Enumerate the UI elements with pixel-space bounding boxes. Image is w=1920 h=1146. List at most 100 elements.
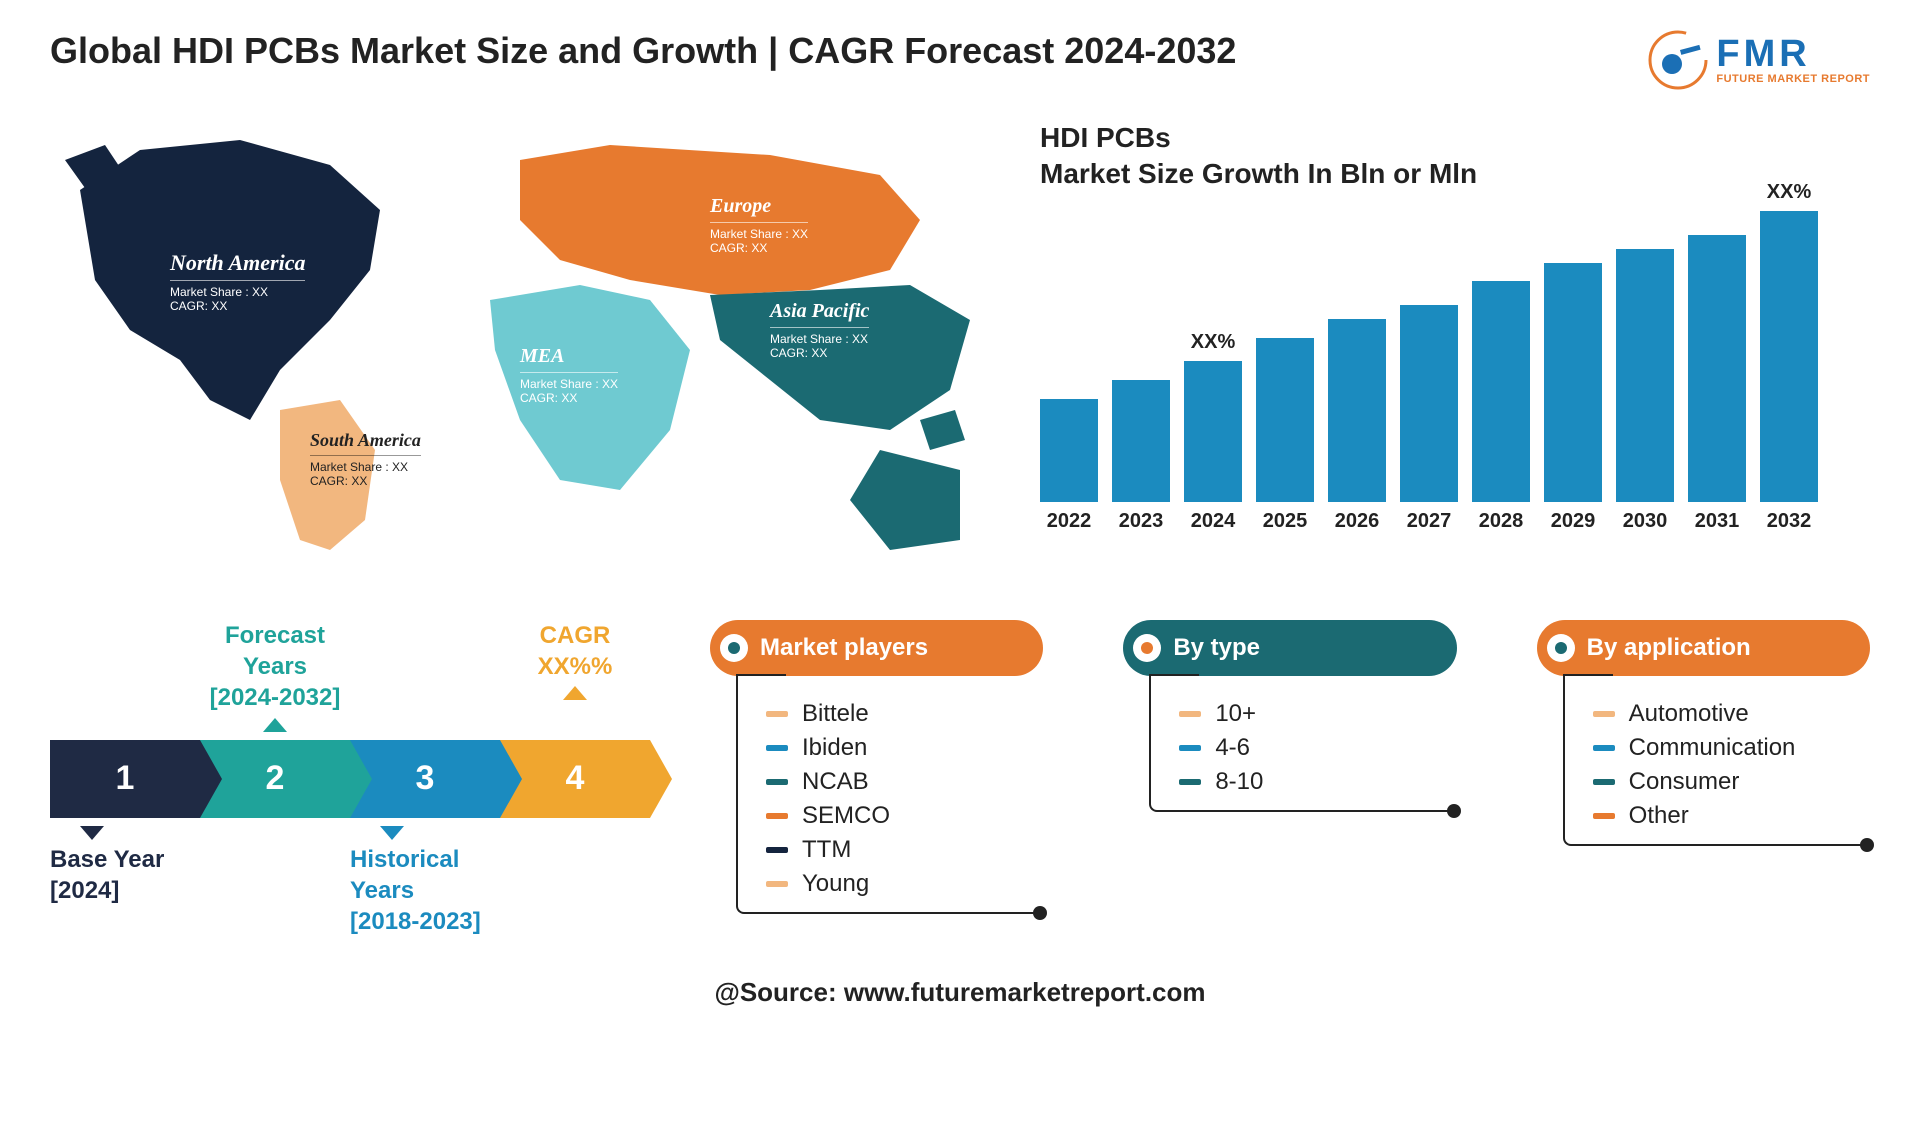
category-list: 10+ 4-6 8-10 xyxy=(1149,676,1456,812)
bar-column: 2023 xyxy=(1112,380,1170,533)
bullet-icon xyxy=(766,847,788,853)
logo-tagline: FUTURE MARKET REPORT xyxy=(1716,73,1870,85)
category-item: Young xyxy=(766,870,1043,898)
page-title: Global HDI PCBs Market Size and Growth |… xyxy=(50,30,1236,72)
bar xyxy=(1544,263,1602,502)
bar xyxy=(1112,380,1170,502)
category-list: Automotive Communication Consumer Other xyxy=(1563,676,1870,846)
region-label-eu: Europe xyxy=(710,195,808,218)
category-item-label: Ibiden xyxy=(802,734,867,762)
source-text: @Source: www.futuremarketreport.com xyxy=(50,977,1870,1008)
bar-year-label: 2030 xyxy=(1623,510,1668,533)
region-share-sa: Market Share : XX xyxy=(310,455,421,474)
bullet-icon xyxy=(766,745,788,751)
bar xyxy=(1688,235,1746,502)
category-item: SEMCO xyxy=(766,802,1043,830)
bullet-icon xyxy=(1593,779,1615,785)
region-share-ap: Market Share : XX xyxy=(770,327,869,346)
bar xyxy=(1040,399,1098,502)
category-item-label: TTM xyxy=(802,836,851,864)
bar-column: XX%2024 xyxy=(1184,361,1242,533)
category-item-label: Communication xyxy=(1629,734,1796,762)
category-item-label: 10+ xyxy=(1215,700,1256,728)
region-cagr-na: CAGR: XX xyxy=(170,299,305,313)
timeline-segment: 3 xyxy=(350,740,500,818)
timeline-segment: 2 xyxy=(200,740,350,818)
bar-top-label: XX% xyxy=(1767,181,1811,204)
bullet-icon xyxy=(1179,779,1201,785)
category-item-label: Automotive xyxy=(1629,700,1749,728)
bar-column: 2027 xyxy=(1400,305,1458,533)
category-item-label: Bittele xyxy=(802,700,869,728)
bar-year-label: 2026 xyxy=(1335,510,1380,533)
chart-title: HDI PCBsMarket Size Growth In Bln or Mln xyxy=(1040,120,1870,193)
bar xyxy=(1400,305,1458,502)
bar-column: 2028 xyxy=(1472,281,1530,532)
region-label-na: North America xyxy=(170,250,305,276)
bar-column: XX%2032 xyxy=(1760,211,1818,533)
category-section: By application Automotive Communication Con… xyxy=(1537,620,1870,914)
category-item-label: Other xyxy=(1629,802,1689,830)
category-list: Bittele Ibiden NCAB SEMCO TTM Young xyxy=(736,676,1043,914)
bar-year-label: 2027 xyxy=(1407,510,1452,533)
bar-column: 2031 xyxy=(1688,235,1746,533)
bar-year-label: 2028 xyxy=(1479,510,1524,533)
bullet-icon xyxy=(766,813,788,819)
bullet-icon xyxy=(1179,711,1201,717)
region-cagr-eu: CAGR: XX xyxy=(710,241,808,255)
category-item: Automotive xyxy=(1593,700,1870,728)
timeline-top-label: CAGRXX%% xyxy=(500,620,650,682)
logo-icon xyxy=(1648,30,1708,90)
category-item: Bittele xyxy=(766,700,1043,728)
category-item-label: SEMCO xyxy=(802,802,890,830)
timeline-bottom-label: Base Year[2024] xyxy=(50,844,200,906)
bullet-icon xyxy=(1179,745,1201,751)
bullet-icon xyxy=(1593,711,1615,717)
logo: FMR FUTURE MARKET REPORT xyxy=(1648,30,1870,90)
category-item: 10+ xyxy=(1179,700,1456,728)
bullet-icon xyxy=(766,881,788,887)
category-item: Communication xyxy=(1593,734,1870,762)
arrow-up-icon xyxy=(563,686,587,700)
bar-year-label: 2023 xyxy=(1119,510,1164,533)
category-item: TTM xyxy=(766,836,1043,864)
region-cagr-ap: CAGR: XX xyxy=(770,346,869,360)
bar-top-label: XX% xyxy=(1191,331,1235,354)
bullet-icon xyxy=(1593,745,1615,751)
category-item: 4-6 xyxy=(1179,734,1456,762)
timeline-segment: 1 xyxy=(50,740,200,818)
category-item: 8-10 xyxy=(1179,768,1456,796)
region-label-sa: South America xyxy=(310,430,421,451)
bar xyxy=(1256,338,1314,502)
bar xyxy=(1616,249,1674,502)
timeline-segment: 4 xyxy=(500,740,650,818)
bullet-icon xyxy=(1593,813,1615,819)
arrow-down-icon xyxy=(380,826,404,840)
category-section: Market playersBitteleIbidenNCABSEMCOTTMY… xyxy=(710,620,1043,914)
category-item-label: Young xyxy=(802,870,869,898)
category-header: By application xyxy=(1537,620,1870,676)
bar xyxy=(1760,211,1818,502)
bar-column: 2030 xyxy=(1616,249,1674,533)
bar-chart: HDI PCBsMarket Size Growth In Bln or Mln… xyxy=(1040,120,1870,560)
bar-column: 2025 xyxy=(1256,338,1314,533)
bullet-icon xyxy=(766,779,788,785)
region-cagr-sa: CAGR: XX xyxy=(310,474,421,488)
category-item: Ibiden xyxy=(766,734,1043,762)
category-item-label: NCAB xyxy=(802,768,869,796)
world-map: North America Market Share : XX CAGR: XX… xyxy=(50,120,1000,560)
timeline-bottom-label: Historical Years[2018-2023] xyxy=(350,844,500,938)
timeline-top-label: Forecast Years[2024-2032] xyxy=(200,620,350,714)
category-item-label: Consumer xyxy=(1629,768,1740,796)
category-item: NCAB xyxy=(766,768,1043,796)
bar-column: 2022 xyxy=(1040,399,1098,533)
category-section: By type10+4-68-10 xyxy=(1123,620,1456,914)
region-label-ap: Asia Pacific xyxy=(770,300,869,323)
bar xyxy=(1328,319,1386,502)
category-item: Consumer xyxy=(1593,768,1870,796)
bar-year-label: 2029 xyxy=(1551,510,1596,533)
bar xyxy=(1472,281,1530,501)
bar-year-label: 2025 xyxy=(1263,510,1308,533)
region-cagr-mea: CAGR: XX xyxy=(520,391,618,405)
arrow-down-icon xyxy=(80,826,104,840)
